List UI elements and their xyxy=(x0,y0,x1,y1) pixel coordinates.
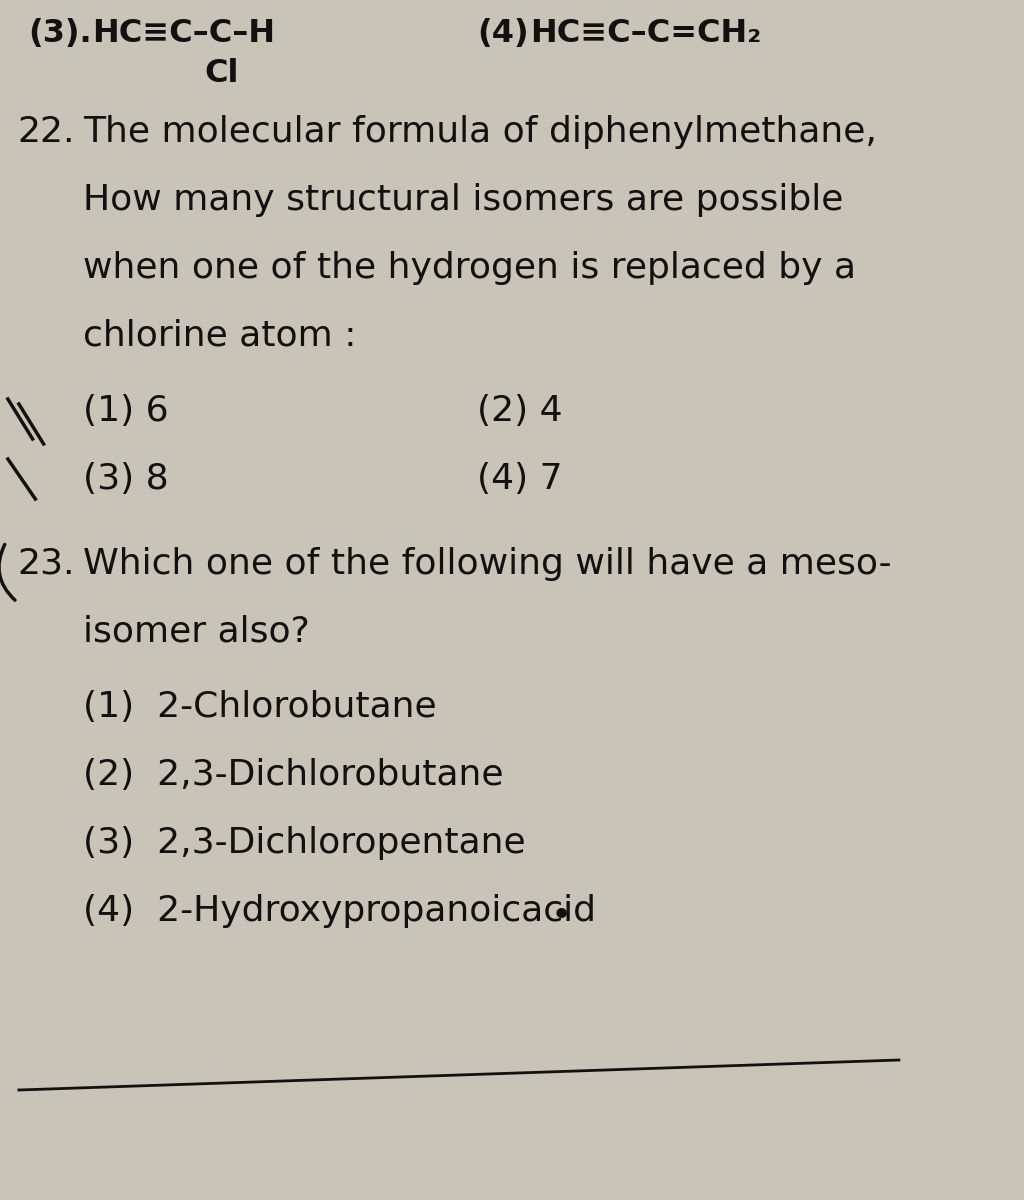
Text: (4): (4) xyxy=(477,18,528,49)
Text: (3) 8: (3) 8 xyxy=(83,462,169,496)
Text: (4)  2-Hydroxypropanoicacid: (4) 2-Hydroxypropanoicacid xyxy=(83,894,596,928)
Text: HC≡C–C=CH₂: HC≡C–C=CH₂ xyxy=(530,18,762,49)
Text: How many structural isomers are possible: How many structural isomers are possible xyxy=(83,182,844,217)
Text: (3).: (3). xyxy=(28,18,92,49)
Text: (4) 7: (4) 7 xyxy=(477,462,563,496)
Text: 23.: 23. xyxy=(17,547,75,581)
Text: when one of the hydrogen is replaced by a: when one of the hydrogen is replaced by … xyxy=(83,251,856,284)
Text: (1) 6: (1) 6 xyxy=(83,394,169,428)
Text: 22.: 22. xyxy=(17,115,75,149)
Text: Which one of the following will have a meso-: Which one of the following will have a m… xyxy=(83,547,892,581)
Text: (2) 4: (2) 4 xyxy=(477,394,563,428)
Text: HC≡C–C–H: HC≡C–C–H xyxy=(92,18,275,49)
Text: Cl: Cl xyxy=(204,58,239,89)
Text: isomer also?: isomer also? xyxy=(83,614,310,649)
Text: The molecular formula of diphenylmethane,: The molecular formula of diphenylmethane… xyxy=(83,115,877,149)
Text: (3)  2,3-Dichloropentane: (3) 2,3-Dichloropentane xyxy=(83,826,525,860)
Text: chlorine atom :: chlorine atom : xyxy=(83,319,356,353)
Text: (1)  2-Chlorobutane: (1) 2-Chlorobutane xyxy=(83,690,436,724)
Text: (2)  2,3-Dichlorobutane: (2) 2,3-Dichlorobutane xyxy=(83,758,504,792)
Text: •: • xyxy=(551,899,571,934)
